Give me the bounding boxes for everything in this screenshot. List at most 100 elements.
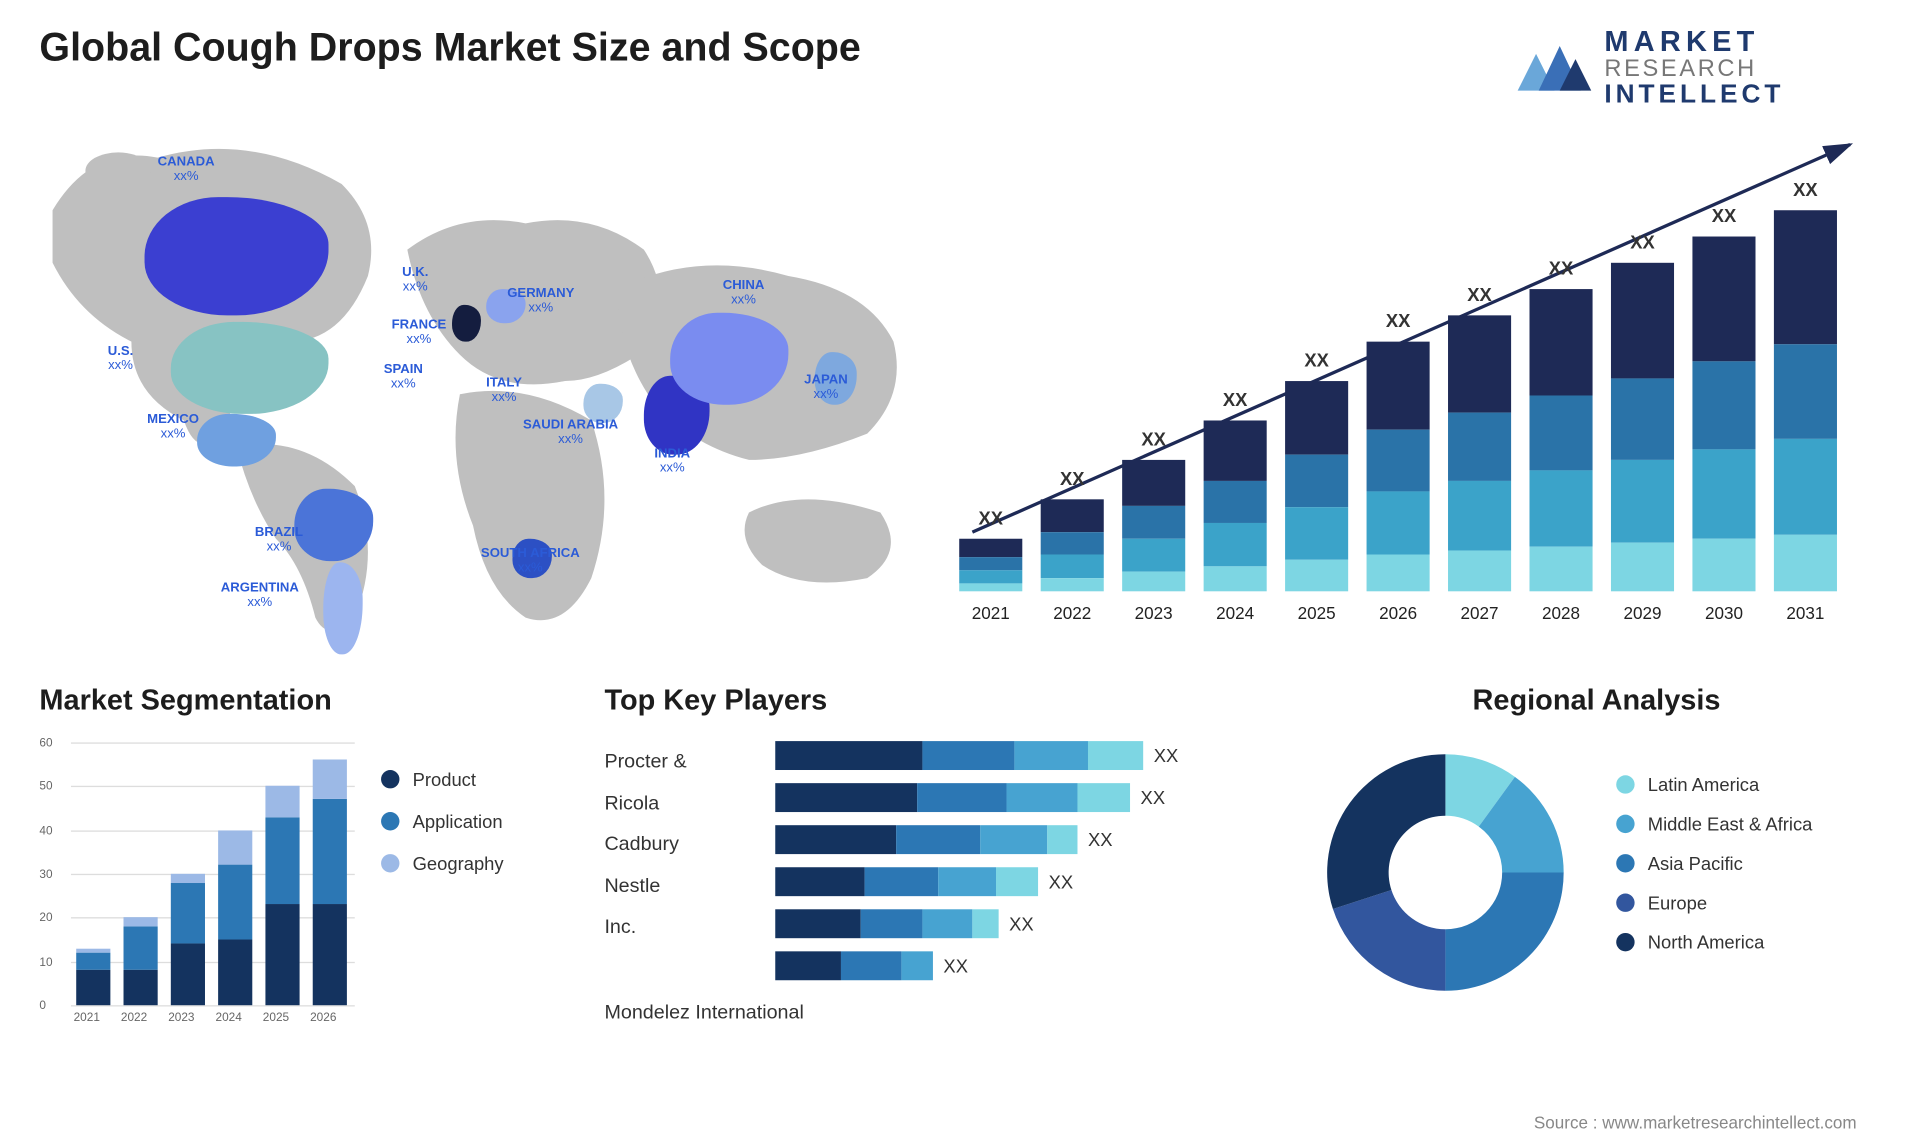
seg-y-tick: 10: [39, 955, 52, 968]
source-line: Source : www.marketresearchintellect.com: [1534, 1113, 1857, 1133]
growth-bar: XX2027: [1448, 315, 1511, 591]
growth-bar-value: XX: [959, 507, 1022, 528]
growth-bar-segment: [1448, 412, 1511, 481]
growth-bar-segment: [1611, 460, 1674, 542]
player-bar-segment: [996, 867, 1038, 896]
growth-bar-segment: [1611, 378, 1674, 460]
player-bar-value: XX: [1088, 829, 1113, 850]
player-bar-segment: [1014, 741, 1088, 770]
player-bar-segment: [981, 825, 1047, 854]
brand-logo-icon: [1515, 28, 1594, 107]
player-bar-segment: [923, 909, 972, 938]
player-bar-segment: [841, 951, 901, 980]
regional-legend-item: North America: [1616, 932, 1812, 953]
seg-bar-segment: [76, 948, 110, 952]
growth-year-label: 2028: [1529, 603, 1592, 623]
seg-bar-segment: [76, 953, 110, 971]
legend-swatch: [381, 854, 399, 872]
growth-bar-segment: [1204, 523, 1267, 566]
growth-bar-segment: [1692, 237, 1755, 361]
key-players-extra: Mondelez International: [604, 1001, 1287, 1023]
growth-bar-segment: [1041, 578, 1104, 592]
player-bar-value: XX: [943, 955, 968, 976]
legend-swatch: [1616, 815, 1634, 833]
growth-bar: XX2022: [1041, 499, 1104, 591]
growth-bar-value: XX: [1041, 468, 1104, 489]
seg-bar-segment: [313, 760, 347, 799]
seg-bar-segment: [313, 904, 347, 1005]
player-name: Ricola: [604, 782, 775, 823]
seg-bar-segment: [171, 944, 205, 1005]
player-bar-segment: [922, 741, 1014, 770]
key-players-panel: Top Key Players Procter &RicolaCadburyNe…: [604, 683, 1287, 1117]
seg-bar-segment: [124, 918, 158, 927]
seg-bar-segment: [265, 786, 299, 817]
segmentation-title: Market Segmentation: [39, 683, 604, 717]
seg-bar-segment: [218, 865, 252, 939]
seg-y-tick: 50: [39, 780, 52, 793]
map-country-label: GERMANYxx%: [507, 286, 574, 315]
growth-bar-segment: [1367, 554, 1430, 591]
growth-year-label: 2029: [1611, 603, 1674, 623]
brand-line3: INTELLECT: [1604, 81, 1784, 109]
seg-y-tick: 40: [39, 823, 52, 836]
map-country-label: SAUDI ARABIAxx%: [523, 418, 618, 447]
player-bar: XX: [775, 783, 1287, 812]
player-bar-segment: [896, 825, 981, 854]
growth-bar: XX2023: [1122, 460, 1185, 591]
growth-year-label: 2030: [1692, 603, 1755, 623]
growth-bar-segment: [1285, 455, 1348, 508]
growth-bar-value: XX: [1367, 310, 1430, 331]
growth-bar-segment: [1204, 566, 1267, 592]
regional-donut: [1314, 741, 1577, 1004]
player-bar-segment: [1006, 783, 1077, 812]
growth-year-label: 2023: [1122, 603, 1185, 623]
key-players-title: Top Key Players: [604, 683, 1287, 717]
legend-label: North America: [1648, 932, 1765, 953]
growth-bar-segment: [1529, 395, 1592, 471]
player-bar-segment: [775, 783, 917, 812]
legend-label: Geography: [413, 853, 504, 874]
player-bar: XX: [775, 951, 1287, 980]
growth-year-label: 2024: [1204, 603, 1267, 623]
map-country-label: INDIAxx%: [654, 447, 690, 476]
growth-bar: XX2031: [1774, 210, 1837, 591]
regional-legend-item: Asia Pacific: [1616, 853, 1812, 874]
seg-legend-item: Geography: [381, 853, 504, 874]
legend-label: Latin America: [1648, 774, 1759, 795]
player-bar-segment: [1047, 825, 1077, 854]
gridline: [71, 742, 355, 743]
world-map: CANADAxx%U.S.xx%MEXICOxx%BRAZILxx%ARGENT…: [39, 118, 946, 657]
seg-x-tick: 2023: [168, 1010, 194, 1023]
legend-swatch: [381, 770, 399, 788]
growth-bar-segment: [1692, 361, 1755, 450]
seg-y-tick: 0: [39, 999, 46, 1012]
growth-bar-value: XX: [1611, 231, 1674, 252]
player-bar-segment: [860, 909, 923, 938]
growth-bar: XX2030: [1692, 237, 1755, 592]
seg-y-tick: 60: [39, 736, 52, 749]
legend-label: Asia Pacific: [1648, 853, 1743, 874]
seg-bar-segment: [218, 940, 252, 1006]
seg-bar-segment: [265, 904, 299, 1005]
growth-bar-segment: [1122, 460, 1185, 506]
player-name: Cadbury: [604, 824, 775, 865]
player-name: Procter &: [604, 741, 775, 782]
growth-bar-segment: [1122, 539, 1185, 572]
seg-bar-segment: [124, 970, 158, 1005]
donut-slice: [1327, 754, 1445, 909]
seg-x-tick: 2021: [74, 1010, 100, 1023]
regional-title: Regional Analysis: [1314, 683, 1879, 717]
growth-bar-segment: [959, 583, 1022, 591]
growth-year-label: 2026: [1367, 603, 1430, 623]
gridline: [71, 1005, 355, 1006]
player-bar-value: XX: [1154, 745, 1179, 766]
growth-bar-segment: [1367, 491, 1430, 553]
growth-bar-value: XX: [1692, 205, 1755, 226]
player-bar-segment: [865, 867, 939, 896]
seg-x-tick: 2024: [215, 1010, 241, 1023]
legend-swatch: [381, 812, 399, 830]
seg-bar-segment: [265, 817, 299, 905]
legend-swatch: [1616, 933, 1634, 951]
seg-bar-segment: [171, 874, 205, 883]
